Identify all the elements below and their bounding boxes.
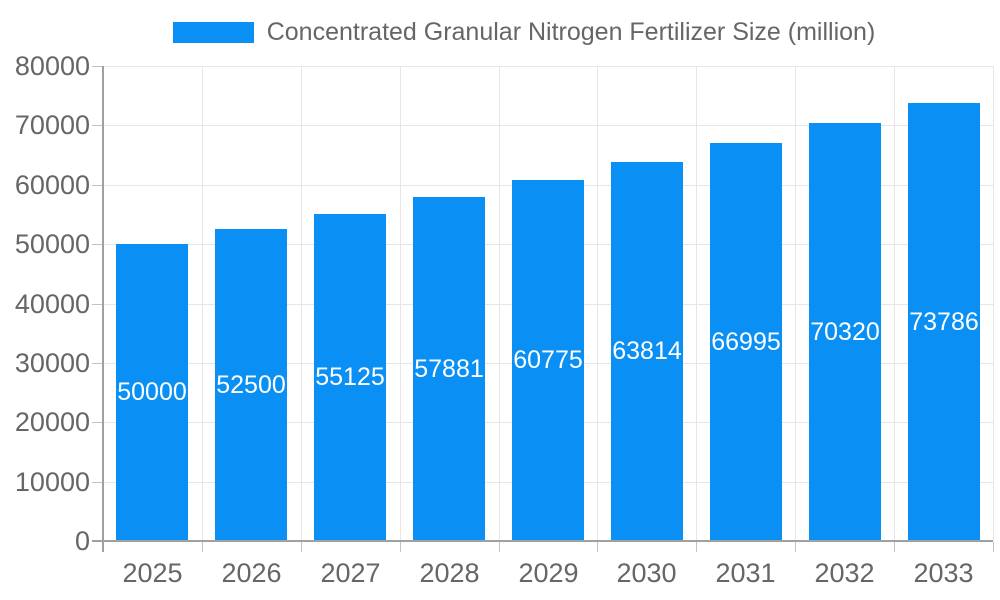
v-gridline [499,66,500,541]
h-gridline [103,125,993,126]
v-gridline [400,66,401,541]
y-axis-tick-label: 40000 [14,289,90,319]
x-axis-tick-label: 2025 [122,558,183,588]
y-axis-tick-label: 60000 [14,170,90,200]
bar[interactable]: 50000 [116,244,188,541]
bar-value-label: 50000 [117,378,187,406]
legend-label: Concentrated Granular Nitrogen Fertilize… [266,17,876,46]
y-axis-tick-label: 70000 [14,110,90,140]
legend-swatch [172,21,254,43]
bar[interactable]: 70320 [809,123,881,541]
x-axis-tick [301,542,302,552]
v-gridline [597,66,598,541]
x-axis-tick [894,542,895,552]
y-axis-tick-label: 0 [74,526,90,556]
x-axis-tick-label: 2033 [913,558,974,588]
x-axis-tick-label: 2026 [221,558,282,588]
y-axis-tick [92,304,102,305]
bar-value-label: 66995 [711,327,781,356]
x-axis-tick [597,542,598,552]
y-axis-tick-label: 80000 [14,51,90,81]
bar-value-label: 63814 [612,337,682,365]
bar-value-label: 60775 [513,346,583,374]
x-axis-tick-label: 2029 [518,558,579,588]
v-gridline [301,66,302,541]
v-gridline [696,66,697,541]
x-axis-tick-label: 2030 [616,558,677,588]
bar[interactable]: 73786 [908,103,980,541]
bar[interactable]: 52500 [215,229,287,541]
v-gridline [795,66,796,541]
x-axis-tick-label: 2028 [419,558,480,588]
legend-item[interactable]: Concentrated Granular Nitrogen Fertilize… [0,17,1000,47]
x-axis-tick [499,542,500,552]
y-axis-tick-label: 50000 [14,229,90,259]
y-axis-tick [92,185,102,186]
x-axis-tick-label: 2027 [320,558,381,588]
x-axis-tick-label: 2032 [814,558,875,588]
y-axis-tick [92,66,102,67]
bar-value-label: 57881 [414,354,484,383]
v-gridline [202,66,203,541]
bar-value-label: 70320 [810,317,880,346]
x-axis-tick [696,542,697,552]
bar-value-label: 55125 [315,363,385,391]
y-axis-tick [92,125,102,126]
y-axis-tick-label: 10000 [14,467,90,497]
y-axis-tick [92,244,102,245]
y-axis-tick-label: 20000 [14,407,90,437]
v-gridline [993,66,994,541]
y-axis-tick-label: 30000 [14,348,90,378]
bar[interactable]: 66995 [710,143,782,541]
bar-value-label: 73786 [909,307,979,336]
bar-value-label: 52500 [216,370,286,399]
bar[interactable]: 63814 [611,162,683,541]
x-axis-tick [795,542,796,552]
y-axis-tick [92,482,102,483]
h-gridline [103,66,993,67]
x-axis-tick [993,542,994,552]
y-axis-tick [92,422,102,423]
bar[interactable]: 60775 [512,180,584,541]
y-axis-tick [92,363,102,364]
x-axis-line [92,540,993,542]
x-axis-tick [400,542,401,552]
x-axis-tick-label: 2031 [715,558,776,588]
v-gridline [894,66,895,541]
bar[interactable]: 57881 [413,197,485,541]
y-axis-line [102,66,104,552]
bar[interactable]: 55125 [314,214,386,541]
x-axis-tick [202,542,203,552]
